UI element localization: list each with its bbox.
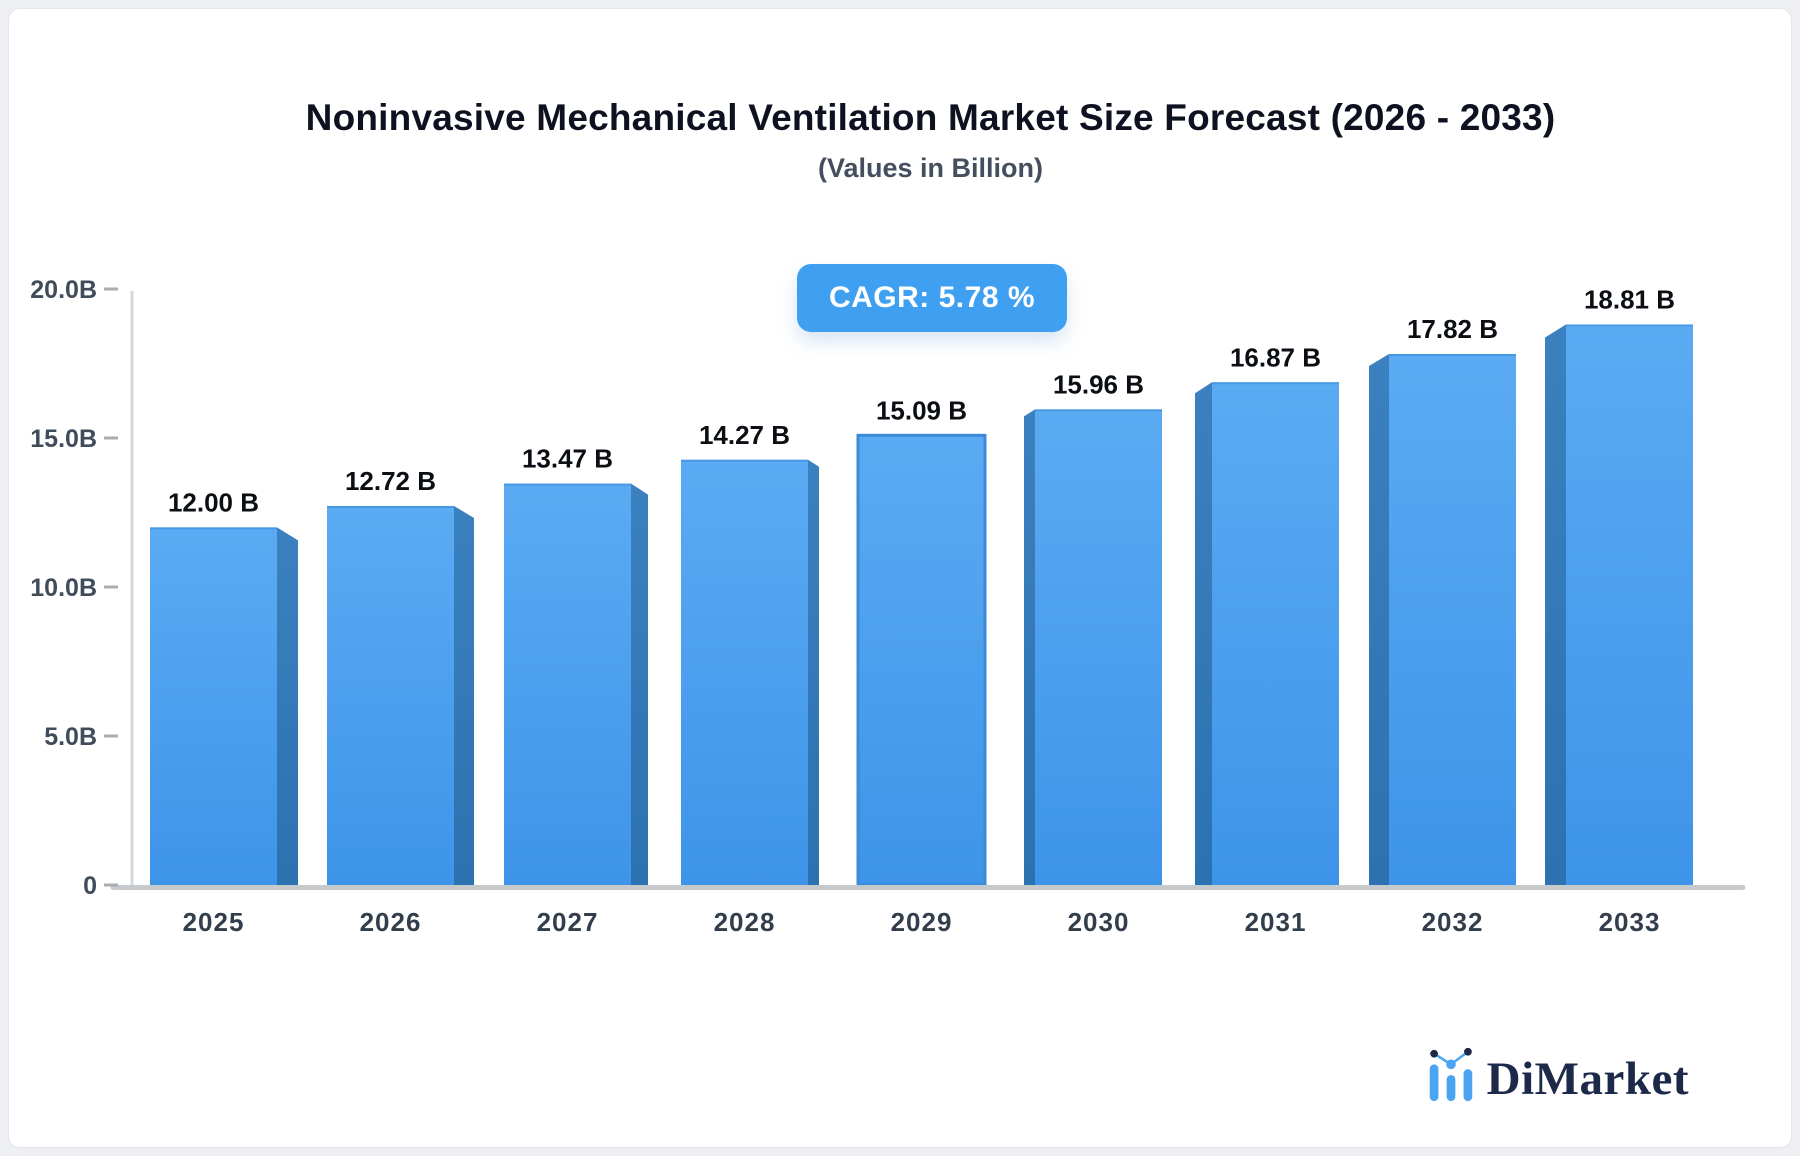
- bar-side-2026: [454, 505, 474, 885]
- dimarket-logo: DiMarket: [1427, 1045, 1689, 1103]
- cagr-badge: CAGR: 5.78 %: [797, 264, 1067, 332]
- cagr-badge-label: CAGR: 5.78 %: [828, 281, 1036, 314]
- bar-2029: [856, 433, 987, 887]
- x-tick-label-2032: 2032: [1422, 907, 1484, 937]
- x-tick-label-2027: 2027: [537, 907, 599, 937]
- value-label-2031: 16.87 B: [1230, 342, 1321, 372]
- value-label-2025: 12.00 B: [168, 487, 259, 517]
- x-tick-label-2033: 2033: [1599, 907, 1661, 937]
- value-label-2029: 15.09 B: [876, 395, 967, 425]
- bar-side-2031: [1195, 382, 1212, 885]
- x-tick-label-2030: 2030: [1068, 907, 1130, 937]
- bar-side-2025: [277, 527, 298, 885]
- bar-2030: [1035, 409, 1162, 885]
- bar-side-2033: [1545, 324, 1566, 885]
- bars-group: 12.00 B 2025 12.72 B 2026 13.47 B 2027 14.27 B…: [150, 284, 1693, 937]
- bar-side-2032: [1369, 353, 1389, 885]
- y-tick-label-5.0B: 5.0B: [44, 723, 97, 751]
- x-tick-label-2028: 2028: [714, 907, 776, 937]
- bar-chart: 12.00 B 2025 12.72 B 2026 13.47 B 2027 14.27 B…: [30, 276, 1746, 937]
- x-tick-label-2026: 2026: [360, 907, 422, 937]
- value-label-2032: 17.82 B: [1407, 314, 1498, 344]
- bar-2032: [1389, 353, 1516, 885]
- bar-side-2027: [631, 483, 648, 885]
- value-label-2028: 14.27 B: [699, 420, 790, 450]
- chart-subtitle: (Values in Billion): [817, 153, 1044, 183]
- value-label-2030: 15.96 B: [1053, 369, 1144, 399]
- bar-2028: [681, 459, 808, 885]
- chart-title: Noninvasive Mechanical Ventilation Marke…: [305, 97, 1556, 138]
- y-tick-label-10.0B: 10.0B: [30, 574, 97, 602]
- logo-text: DiMarket: [1486, 1053, 1689, 1105]
- value-label-2033: 18.81 B: [1584, 284, 1675, 314]
- bar-side-2030: [1024, 409, 1035, 885]
- y-tick-label-15.0B: 15.0B: [30, 425, 97, 453]
- bar-2033: [1566, 324, 1693, 885]
- chart-card: Noninvasive Mechanical Ventilation Marke…: [8, 8, 1792, 1148]
- y-tick-label-0: 0: [83, 872, 97, 900]
- axes-group: 0 5.0B 10.0B 15.0B 20.0B: [30, 276, 1746, 900]
- value-label-2026: 12.72 B: [345, 466, 436, 496]
- value-label-2027: 13.47 B: [522, 444, 613, 474]
- bar-2026: [327, 505, 454, 885]
- x-tick-label-2029: 2029: [891, 907, 953, 937]
- bar-side-2028: [808, 459, 819, 885]
- x-tick-label-2025: 2025: [183, 907, 245, 937]
- x-tick-label-2031: 2031: [1245, 907, 1307, 937]
- bar-2025: [150, 527, 277, 885]
- bar-2031: [1212, 382, 1339, 885]
- bar-2027: [504, 483, 631, 885]
- y-tick-label-20.0B: 20.0B: [30, 276, 97, 304]
- mini-bar-chart-icon: [1429, 1047, 1472, 1102]
